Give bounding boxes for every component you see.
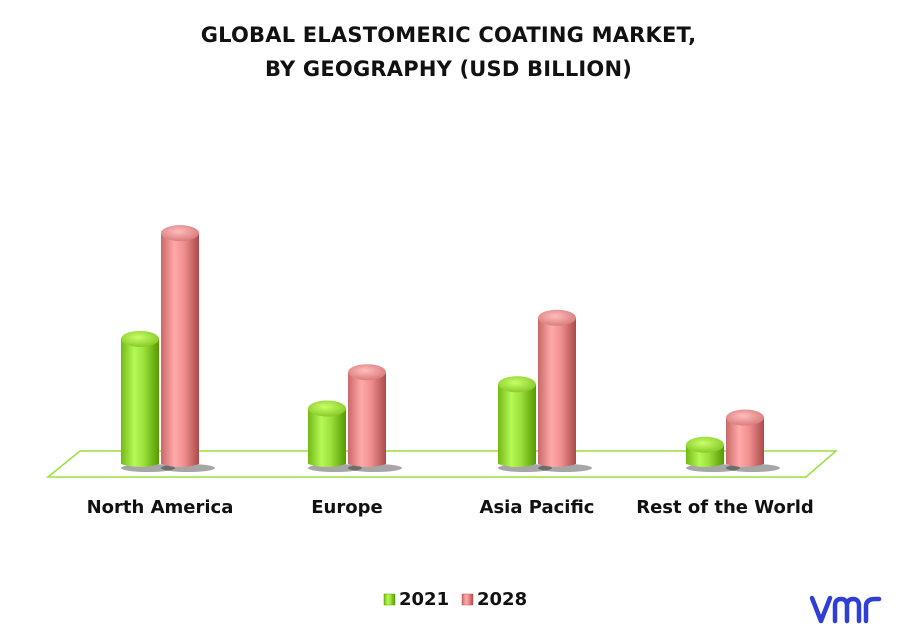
bar-top bbox=[348, 364, 386, 381]
bar-2021-rest-of-the-world bbox=[686, 436, 740, 472]
legend-item-2028: 2028 bbox=[461, 589, 527, 610]
bar-2021-asia-pacific bbox=[498, 376, 552, 472]
bar-2021-europe bbox=[308, 400, 362, 472]
category-label: North America bbox=[87, 497, 234, 518]
bar-top bbox=[538, 309, 576, 326]
category-labels: North America Europe Asia Pacific Rest of t… bbox=[87, 497, 814, 518]
bar-2028-rest-of-the-world bbox=[726, 409, 780, 472]
category-label: Asia Pacific bbox=[480, 497, 595, 518]
bar-body bbox=[161, 233, 199, 467]
bar-top bbox=[121, 330, 159, 347]
bar-top bbox=[161, 225, 199, 242]
bar-body bbox=[348, 372, 386, 467]
bar-body bbox=[308, 408, 346, 467]
bar-body bbox=[121, 338, 159, 467]
bar-body bbox=[726, 417, 764, 467]
legend-item-2021: 2021 bbox=[383, 589, 449, 610]
bar-top bbox=[498, 376, 536, 393]
category-label: Rest of the World bbox=[636, 497, 814, 518]
bar-2028-asia-pacific bbox=[538, 309, 592, 472]
bar-body bbox=[538, 317, 576, 467]
bars-layer bbox=[121, 225, 780, 472]
bar-top bbox=[308, 400, 346, 417]
chart-title-line-2: BY GEOGRAPHY (USD BILLION) bbox=[264, 57, 633, 81]
bar-2021-north-america bbox=[121, 330, 175, 472]
legend-swatch bbox=[461, 593, 474, 606]
chart-title: GLOBAL ELASTOMERIC COATING MARKET, BY GE… bbox=[0, 18, 897, 86]
bar-top bbox=[686, 436, 724, 453]
bar-top bbox=[726, 409, 764, 426]
bar-2028-europe bbox=[348, 364, 402, 472]
category-label: Europe bbox=[311, 497, 382, 518]
legend: 2021 2028 bbox=[383, 589, 527, 610]
chart-title-line-1: GLOBAL ELASTOMERIC COATING MARKET, bbox=[200, 23, 697, 47]
vmr-logo bbox=[809, 595, 882, 624]
legend-label: 2028 bbox=[477, 589, 527, 610]
bar-body bbox=[498, 384, 536, 467]
legend-swatch bbox=[383, 593, 396, 606]
chart-floor bbox=[45, 450, 839, 478]
bar-2028-north-america bbox=[161, 225, 215, 472]
legend-label: 2021 bbox=[399, 589, 449, 610]
